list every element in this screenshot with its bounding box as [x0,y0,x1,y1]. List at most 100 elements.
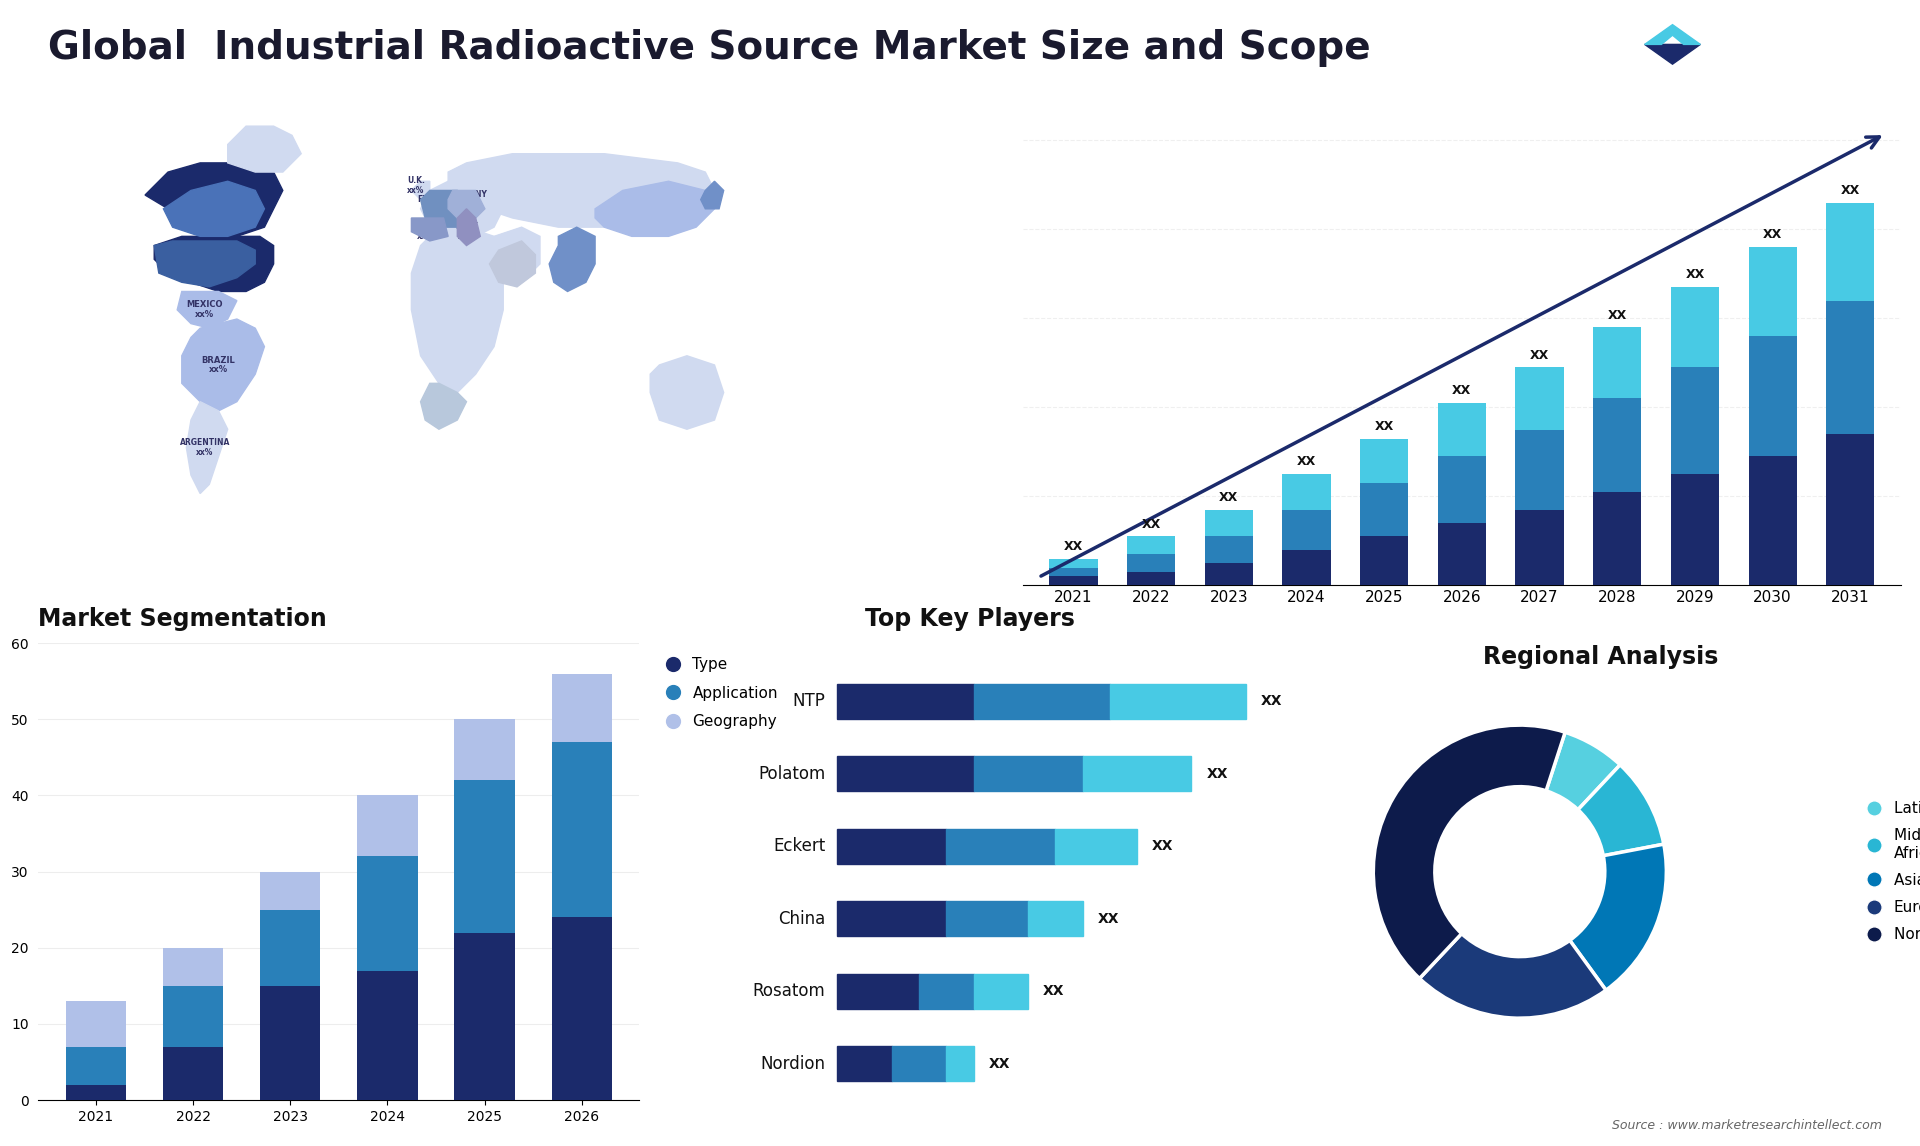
Bar [973,974,1027,1008]
Wedge shape [1571,845,1667,990]
Bar [947,1046,973,1082]
Bar [837,684,973,719]
Bar [1515,430,1563,510]
Polygon shape [154,241,255,286]
Bar [1359,439,1407,482]
Polygon shape [447,154,714,227]
Text: MARKET: MARKET [1757,47,1811,60]
Bar [1515,510,1563,586]
Polygon shape [228,126,301,172]
Text: XX: XX [989,1057,1010,1070]
Text: SPAIN
xx%: SPAIN xx% [413,222,438,241]
Text: XX: XX [1219,490,1238,504]
Wedge shape [1578,764,1665,856]
Text: XX: XX [1098,912,1119,926]
Bar [920,974,973,1008]
Bar [259,986,321,1100]
Bar [1670,474,1718,586]
Bar [1749,456,1797,586]
Text: XX: XX [1043,984,1064,998]
Text: XX: XX [1607,308,1626,322]
Bar [973,756,1083,791]
Polygon shape [490,241,536,286]
Bar [1050,567,1098,576]
Bar [1749,248,1797,336]
Text: XX: XX [1142,518,1162,531]
Text: XX: XX [1261,694,1283,708]
Polygon shape [447,190,486,218]
Bar [837,902,947,936]
Polygon shape [595,181,714,236]
Bar [1283,510,1331,550]
Bar [1204,536,1254,563]
Bar [1050,576,1098,586]
Bar [65,1085,127,1100]
Bar [455,933,515,1100]
Bar [1027,902,1083,936]
Bar [1438,523,1486,586]
Bar [1127,536,1175,555]
Bar [1283,550,1331,586]
Text: INDIA
xx%: INDIA xx% [561,254,584,273]
Bar [947,902,1027,936]
Bar [1826,300,1874,434]
Bar [1359,536,1407,586]
Bar [65,1002,127,1046]
Text: Source : www.marketresearchintellect.com: Source : www.marketresearchintellect.com [1611,1120,1882,1132]
Text: NTP: NTP [793,692,826,711]
Polygon shape [420,383,467,430]
Bar [163,986,223,1046]
Text: XX: XX [1686,268,1705,282]
Bar [1438,403,1486,456]
Polygon shape [651,355,724,430]
Title: Regional Analysis: Regional Analysis [1482,645,1718,669]
Bar [551,674,612,743]
Text: U.K.
xx%: U.K. xx% [407,176,424,195]
Bar [357,971,417,1100]
Text: SAUDI
ARABIA
xx%: SAUDI ARABIA xx% [503,259,532,278]
Polygon shape [420,181,503,236]
Polygon shape [549,227,595,291]
Text: ITALY
xx%: ITALY xx% [455,222,478,241]
Polygon shape [163,181,265,236]
Bar [357,856,417,971]
Text: XX: XX [1763,228,1782,242]
Bar [837,829,947,864]
Polygon shape [186,402,228,494]
Polygon shape [411,218,447,241]
Text: XX: XX [1375,419,1394,433]
Text: XX: XX [1064,540,1083,552]
Bar [1594,399,1642,492]
Bar [259,872,321,910]
Bar [1670,368,1718,474]
Text: XX: XX [1206,767,1229,780]
Bar [1594,328,1642,399]
Text: MEXICO
xx%: MEXICO xx% [186,300,223,320]
Bar [1127,572,1175,586]
Circle shape [1434,786,1605,957]
Text: U.S.
xx%: U.S. xx% [180,254,202,273]
Text: ARGENTINA
xx%: ARGENTINA xx% [180,438,230,457]
Bar [1050,559,1098,567]
Polygon shape [420,190,467,227]
Bar [163,948,223,986]
Bar [947,829,1056,864]
Text: XX: XX [1296,455,1315,469]
Text: CHINA
xx%: CHINA xx% [634,195,666,213]
Bar [1359,482,1407,536]
Bar [837,974,920,1008]
Bar [1749,336,1797,456]
Bar [1204,563,1254,586]
Polygon shape [154,236,275,291]
Polygon shape [486,227,540,282]
Text: Global  Industrial Radioactive Source Market Size and Scope: Global Industrial Radioactive Source Mar… [48,29,1371,66]
Bar [1056,829,1137,864]
Wedge shape [1419,934,1605,1018]
Text: JAPAN
xx%: JAPAN xx% [697,190,724,209]
Bar [455,720,515,780]
Bar [1438,456,1486,523]
Text: China: China [778,910,826,928]
Polygon shape [1645,45,1701,64]
Legend: Type, Application, Geography: Type, Application, Geography [659,651,783,736]
Bar [163,1046,223,1100]
